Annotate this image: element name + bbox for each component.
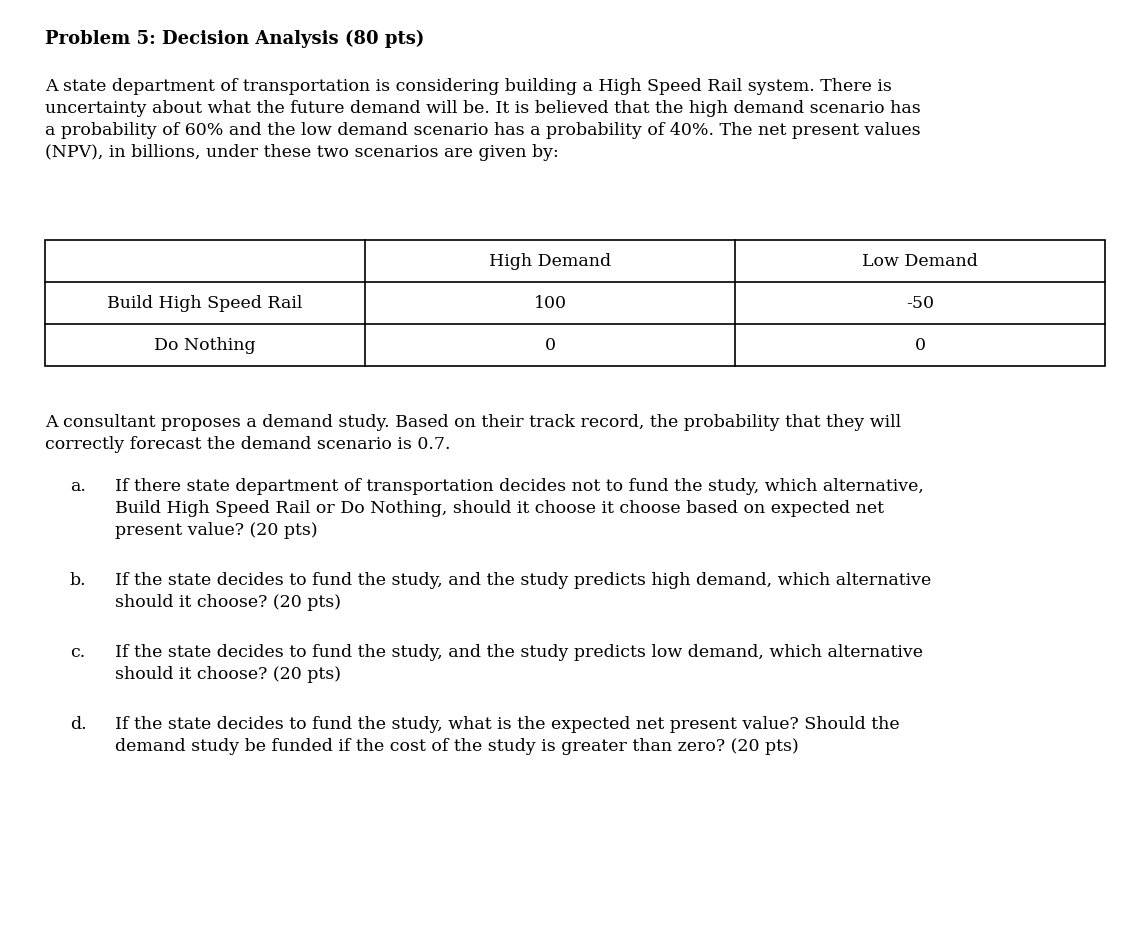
Text: (NPV), in billions, under these two scenarios are given by:: (NPV), in billions, under these two scen… [45,144,558,161]
Text: uncertainty about what the future demand will be. It is believed that the high d: uncertainty about what the future demand… [45,100,921,117]
Text: If the state decides to fund the study, what is the expected net present value? : If the state decides to fund the study, … [116,716,899,733]
Text: demand study be funded if the cost of the study is greater than zero? (20 pts): demand study be funded if the cost of th… [116,738,799,755]
Text: If there state department of transportation decides not to fund the study, which: If there state department of transportat… [116,478,924,495]
Text: a.: a. [70,478,86,495]
Text: -50: -50 [906,295,934,312]
Text: High Demand: High Demand [488,253,611,270]
Text: c.: c. [70,644,86,661]
Text: A state department of transportation is considering building a High Speed Rail s: A state department of transportation is … [45,78,892,95]
Bar [45,240,1105,366]
Text: A consultant proposes a demand study. Based on their track record, the probabili: A consultant proposes a demand study. Ba… [45,414,901,431]
Text: Do Nothing: Do Nothing [154,337,256,353]
Text: should it choose? (20 pts): should it choose? (20 pts) [116,666,341,683]
Text: 0: 0 [545,337,556,353]
Text: 0: 0 [914,337,925,353]
Text: 100: 100 [533,295,566,312]
Text: b.: b. [70,572,87,589]
Text: should it choose? (20 pts): should it choose? (20 pts) [116,594,341,611]
Text: Low Demand: Low Demand [863,253,978,270]
Text: If the state decides to fund the study, and the study predicts low demand, which: If the state decides to fund the study, … [116,644,923,661]
Text: present value? (20 pts): present value? (20 pts) [116,522,318,539]
Text: Build High Speed Rail: Build High Speed Rail [108,295,303,312]
Text: d.: d. [70,716,87,733]
Text: Build High Speed Rail or Do Nothing, should it choose it choose based on expecte: Build High Speed Rail or Do Nothing, sho… [116,500,884,517]
Text: a probability of 60% and the low demand scenario has a probability of 40%. The n: a probability of 60% and the low demand … [45,122,921,139]
Text: correctly forecast the demand scenario is 0.7.: correctly forecast the demand scenario i… [45,436,451,453]
Text: Problem 5: Decision Analysis (80 pts): Problem 5: Decision Analysis (80 pts) [45,30,424,48]
Text: If the state decides to fund the study, and the study predicts high demand, whic: If the state decides to fund the study, … [116,572,931,589]
